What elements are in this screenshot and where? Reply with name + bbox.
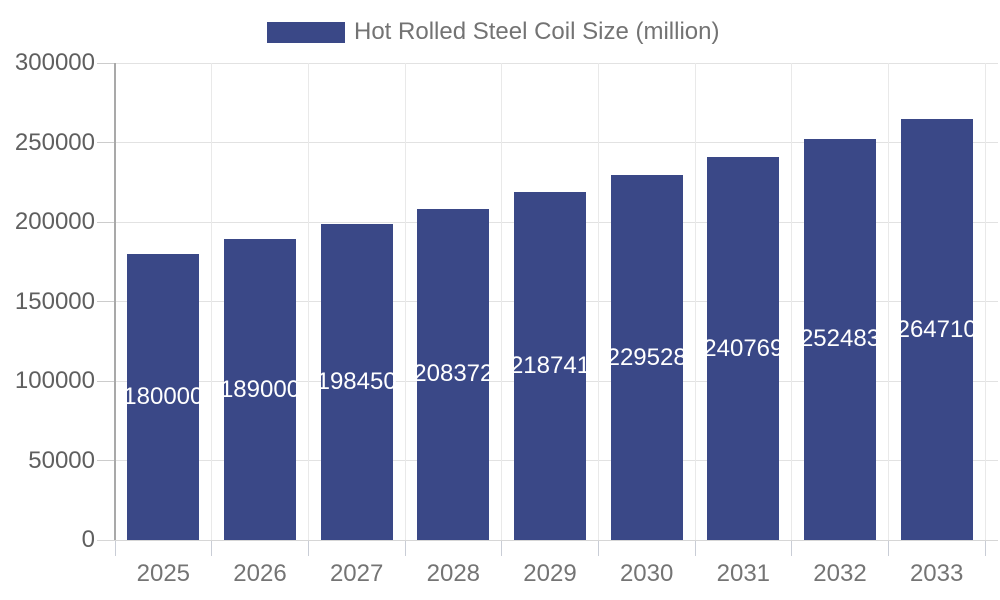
bar-2031[interactable] — [707, 157, 780, 540]
x-gridline — [791, 63, 793, 540]
x-axis-category-label: 2032 — [813, 560, 867, 587]
x-gridline — [307, 63, 309, 540]
legend-label: Hot Rolled Steel Coil Size (million) — [354, 18, 720, 45]
x-axis-category-label: 2029 — [523, 560, 577, 587]
x-axis-category-label: 2030 — [619, 560, 674, 587]
bar-2029[interactable] — [514, 192, 586, 540]
x-axis-tick — [404, 540, 406, 556]
x-axis-tick — [114, 540, 116, 556]
x-gridline — [404, 63, 406, 540]
y-axis-line — [114, 63, 116, 540]
y-axis-tick-label: 150000 — [14, 287, 95, 315]
y-axis-tick — [97, 142, 115, 143]
x-gridline — [984, 63, 986, 540]
x-axis-tick — [984, 540, 986, 556]
x-axis-tick — [791, 540, 793, 556]
x-axis-tick — [597, 540, 599, 556]
bar-2033[interactable] — [900, 119, 973, 540]
x-gridline — [887, 63, 889, 540]
legend-item[interactable]: Hot Rolled Steel Coil Size (million) — [267, 17, 719, 47]
legend-marker-swatch — [267, 21, 345, 43]
x-axis-tick — [501, 540, 503, 556]
y-axis-tick-label: 100000 — [14, 367, 95, 394]
y-axis-tick — [97, 380, 115, 382]
y-axis-tick-label: 200000 — [14, 208, 95, 235]
y-axis-tick — [97, 62, 115, 64]
y-axis-tick-label: 0 — [81, 526, 95, 553]
y-axis-tick — [97, 221, 115, 223]
x-axis-tick — [211, 540, 213, 556]
y-axis-tick-label: 300000 — [14, 49, 95, 76]
bar-2027[interactable] — [320, 224, 393, 540]
bar-2025[interactable] — [127, 253, 200, 540]
bar-2032[interactable] — [804, 138, 876, 540]
y-gridline — [97, 62, 998, 64]
x-axis-tick — [307, 540, 309, 556]
y-axis-tick-label: 50000 — [28, 446, 95, 474]
x-axis-tick — [887, 540, 889, 556]
bar-2028[interactable] — [417, 208, 490, 540]
y-axis-tick — [97, 460, 115, 461]
x-gridline — [501, 63, 503, 540]
x-axis-category-label: 2026 — [233, 560, 287, 587]
x-axis-category-label: 2033 — [909, 560, 964, 587]
x-axis-category-label: 2028 — [426, 560, 481, 587]
x-axis-category-label: 2031 — [716, 560, 771, 587]
x-gridline — [211, 63, 213, 540]
y-axis-tick-label: 250000 — [14, 128, 95, 156]
x-axis-category-label: 2025 — [136, 560, 191, 587]
x-axis-line — [97, 540, 998, 541]
y-axis-tick — [97, 301, 115, 302]
x-axis-tick — [694, 540, 696, 556]
x-gridline — [597, 63, 599, 540]
x-axis-category-label: 2027 — [329, 560, 384, 587]
x-gridline — [694, 63, 696, 540]
y-gridline — [97, 142, 998, 143]
bar-2026[interactable] — [224, 239, 296, 540]
bar-2030[interactable] — [610, 175, 683, 540]
